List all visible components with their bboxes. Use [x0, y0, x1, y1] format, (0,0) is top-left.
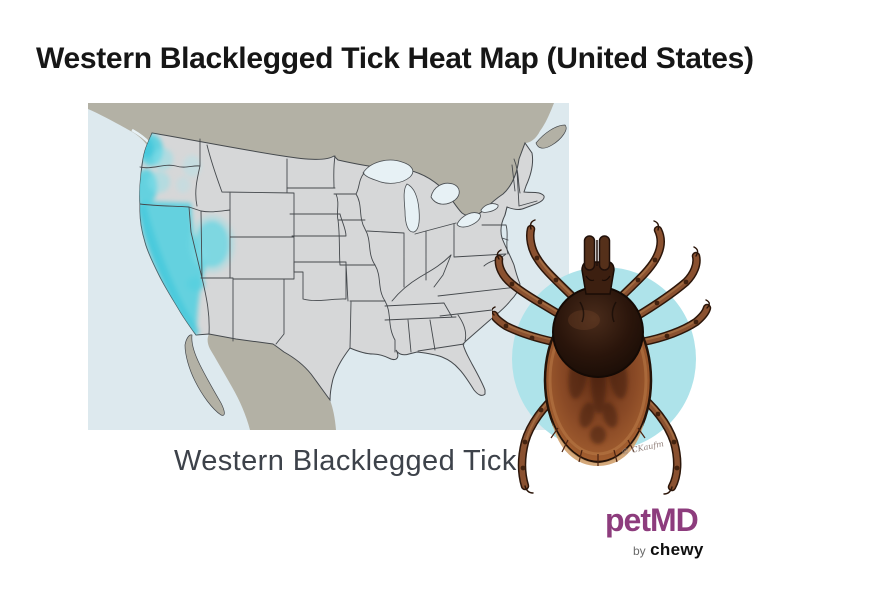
heat-regions [139, 134, 235, 338]
chewy-logo: chewy [650, 540, 704, 559]
great-lakes [362, 159, 499, 233]
page-title: Western Blacklegged Tick Heat Map (Unite… [36, 42, 754, 75]
baja-peninsula [184, 334, 225, 416]
branding-block: petMD by chewy [605, 504, 765, 560]
tick-graphic: © CKaufm [492, 219, 712, 495]
us-heat-map [88, 103, 569, 430]
state-borders [139, 138, 538, 353]
festoons [550, 422, 646, 466]
byline: by chewy [605, 540, 765, 560]
tick-head [581, 235, 615, 295]
petmd-logo: petMD [605, 502, 699, 538]
tick-illustration: © CKaufm [492, 210, 722, 510]
map-caption: Western Blacklegged Tick [174, 445, 517, 477]
canada-landmass [88, 103, 554, 216]
tick-scutum [552, 286, 644, 378]
nova-scotia [535, 124, 567, 149]
mexico-landmass [207, 334, 336, 430]
us-map-graphic [88, 103, 569, 430]
byline-prefix: by [633, 544, 646, 558]
